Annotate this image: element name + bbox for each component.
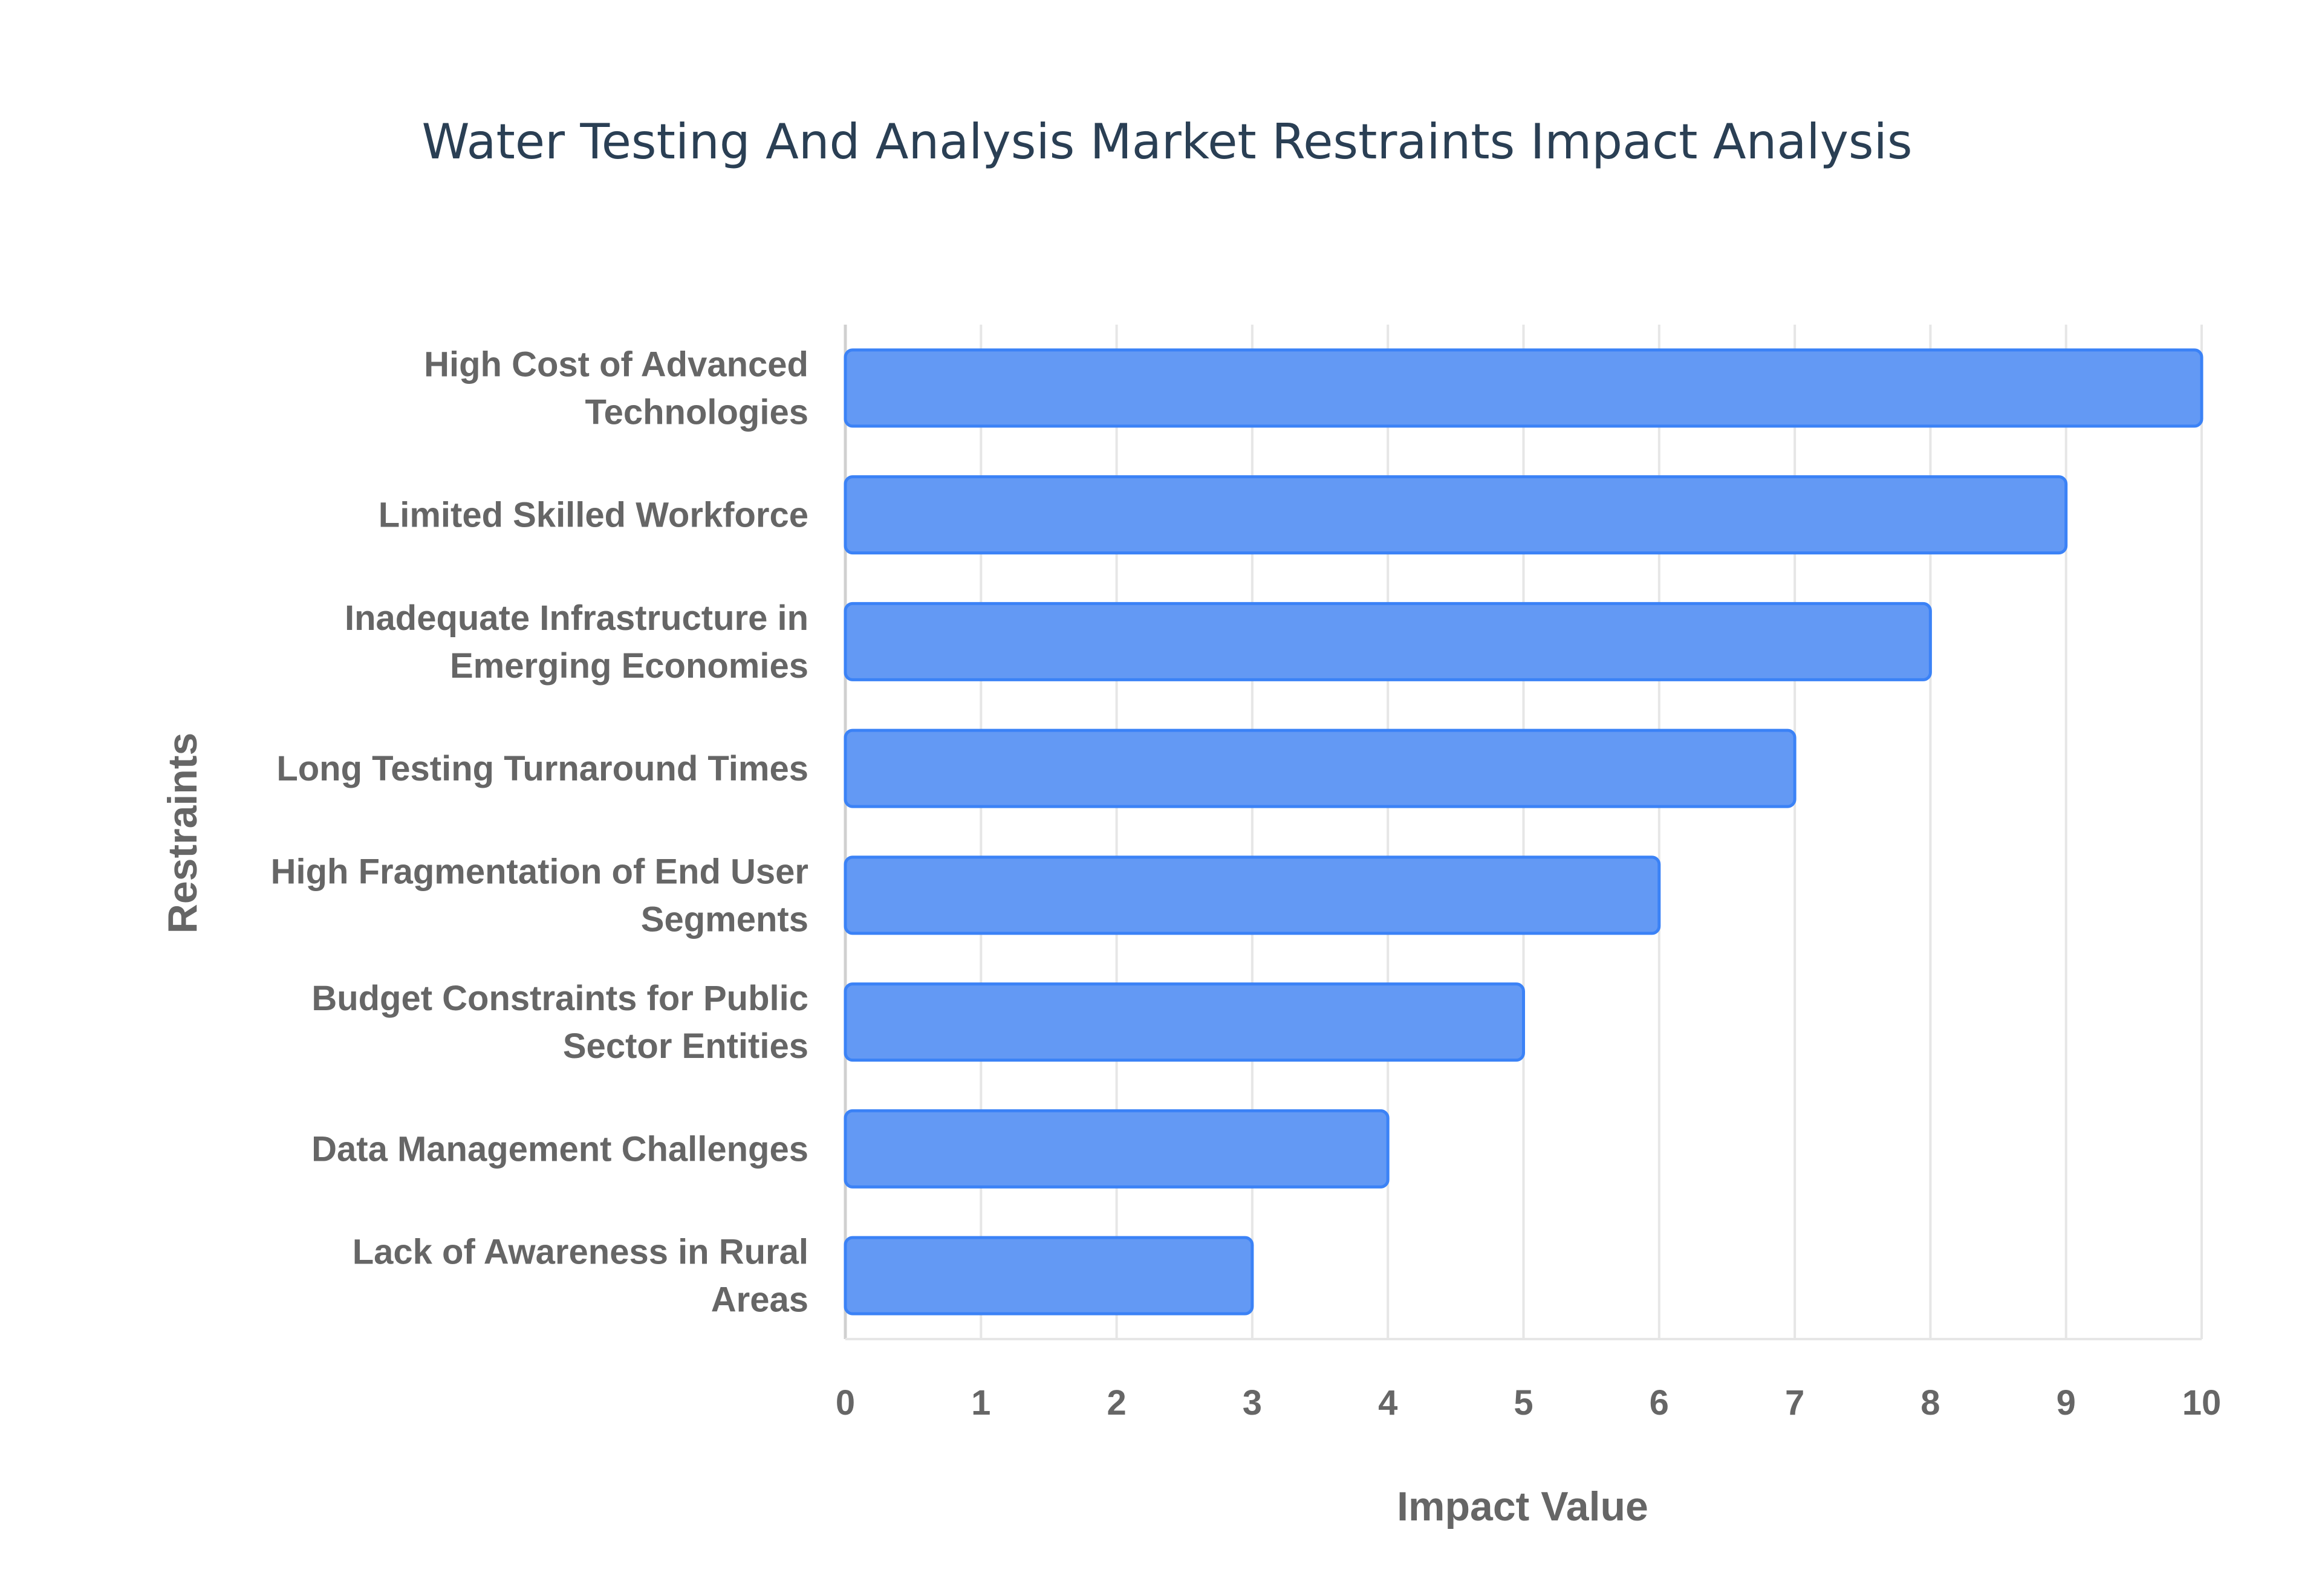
x-tick-label: 0 xyxy=(836,1383,855,1422)
x-tick-label: 1 xyxy=(971,1383,990,1422)
category-label: Inadequate Infrastructure in Emerging Eco… xyxy=(345,598,808,686)
bar[interactable] xyxy=(844,348,2203,428)
bar[interactable] xyxy=(844,982,1525,1062)
category-label: High Fragmentation of End User Segments xyxy=(271,852,808,939)
x-axis-label: Impact Value xyxy=(1397,1484,1648,1529)
x-tick-label: 6 xyxy=(1650,1383,1669,1422)
bar[interactable] xyxy=(844,855,1661,935)
x-tick-label: 7 xyxy=(1785,1383,1804,1422)
category-label: Data Management Challenges xyxy=(311,1129,808,1169)
bar[interactable] xyxy=(844,1109,1390,1189)
x-tick-label: 2 xyxy=(1107,1383,1126,1422)
x-tick-label: 8 xyxy=(1920,1383,1940,1422)
x-tick-label: 3 xyxy=(1243,1383,1262,1422)
category-label: Budget Constraints for Public Sector Enti… xyxy=(311,979,808,1066)
category-label: Limited Skilled Workforce xyxy=(379,496,808,535)
bars xyxy=(844,348,2203,1315)
bar[interactable] xyxy=(844,1236,1254,1315)
x-tick-labels: 0 1 2 3 4 5 6 7 8 9 10 xyxy=(836,1383,2221,1422)
category-label: Long Testing Turnaround Times xyxy=(276,749,808,788)
chart-title: Water Testing And Analysis Market Restra… xyxy=(422,114,1913,170)
bar[interactable] xyxy=(844,475,2068,555)
x-tick-label: 9 xyxy=(2057,1383,2076,1422)
bar[interactable] xyxy=(844,728,1797,808)
x-tick-label: 4 xyxy=(1378,1383,1397,1422)
y-axis-label: Restraints xyxy=(160,733,206,934)
category-label: Lack of Awareness in Rural Areas xyxy=(353,1233,808,1320)
category-label: High Cost of Advanced Technologies xyxy=(424,345,808,432)
x-tick-label: 10 xyxy=(2182,1383,2222,1422)
category-labels: High Cost of Advanced Technologies Limited… xyxy=(271,345,808,1319)
x-tick-label: 5 xyxy=(1514,1383,1533,1422)
bar[interactable] xyxy=(844,602,1932,681)
